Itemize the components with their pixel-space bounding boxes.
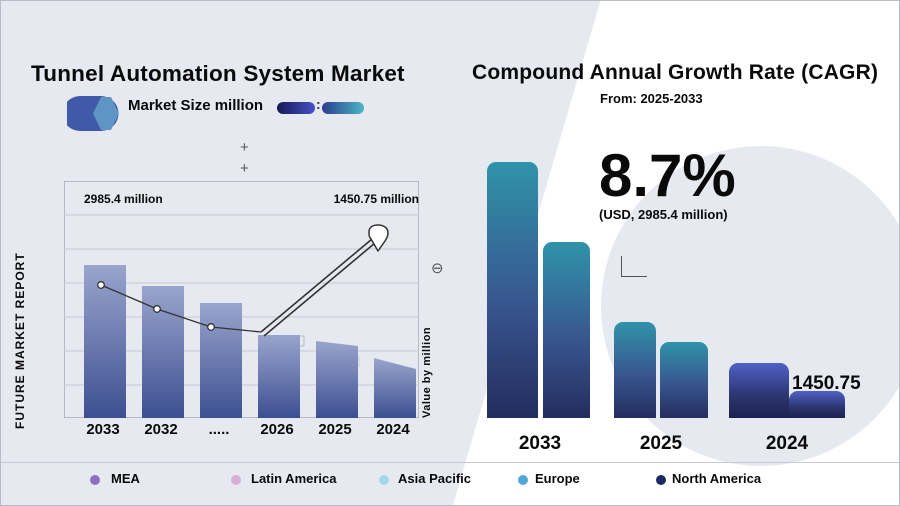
svg-text:1450.75 million: 1450.75 million bbox=[334, 192, 419, 206]
svg-text:2985.4 million: 2985.4 million bbox=[84, 192, 163, 206]
